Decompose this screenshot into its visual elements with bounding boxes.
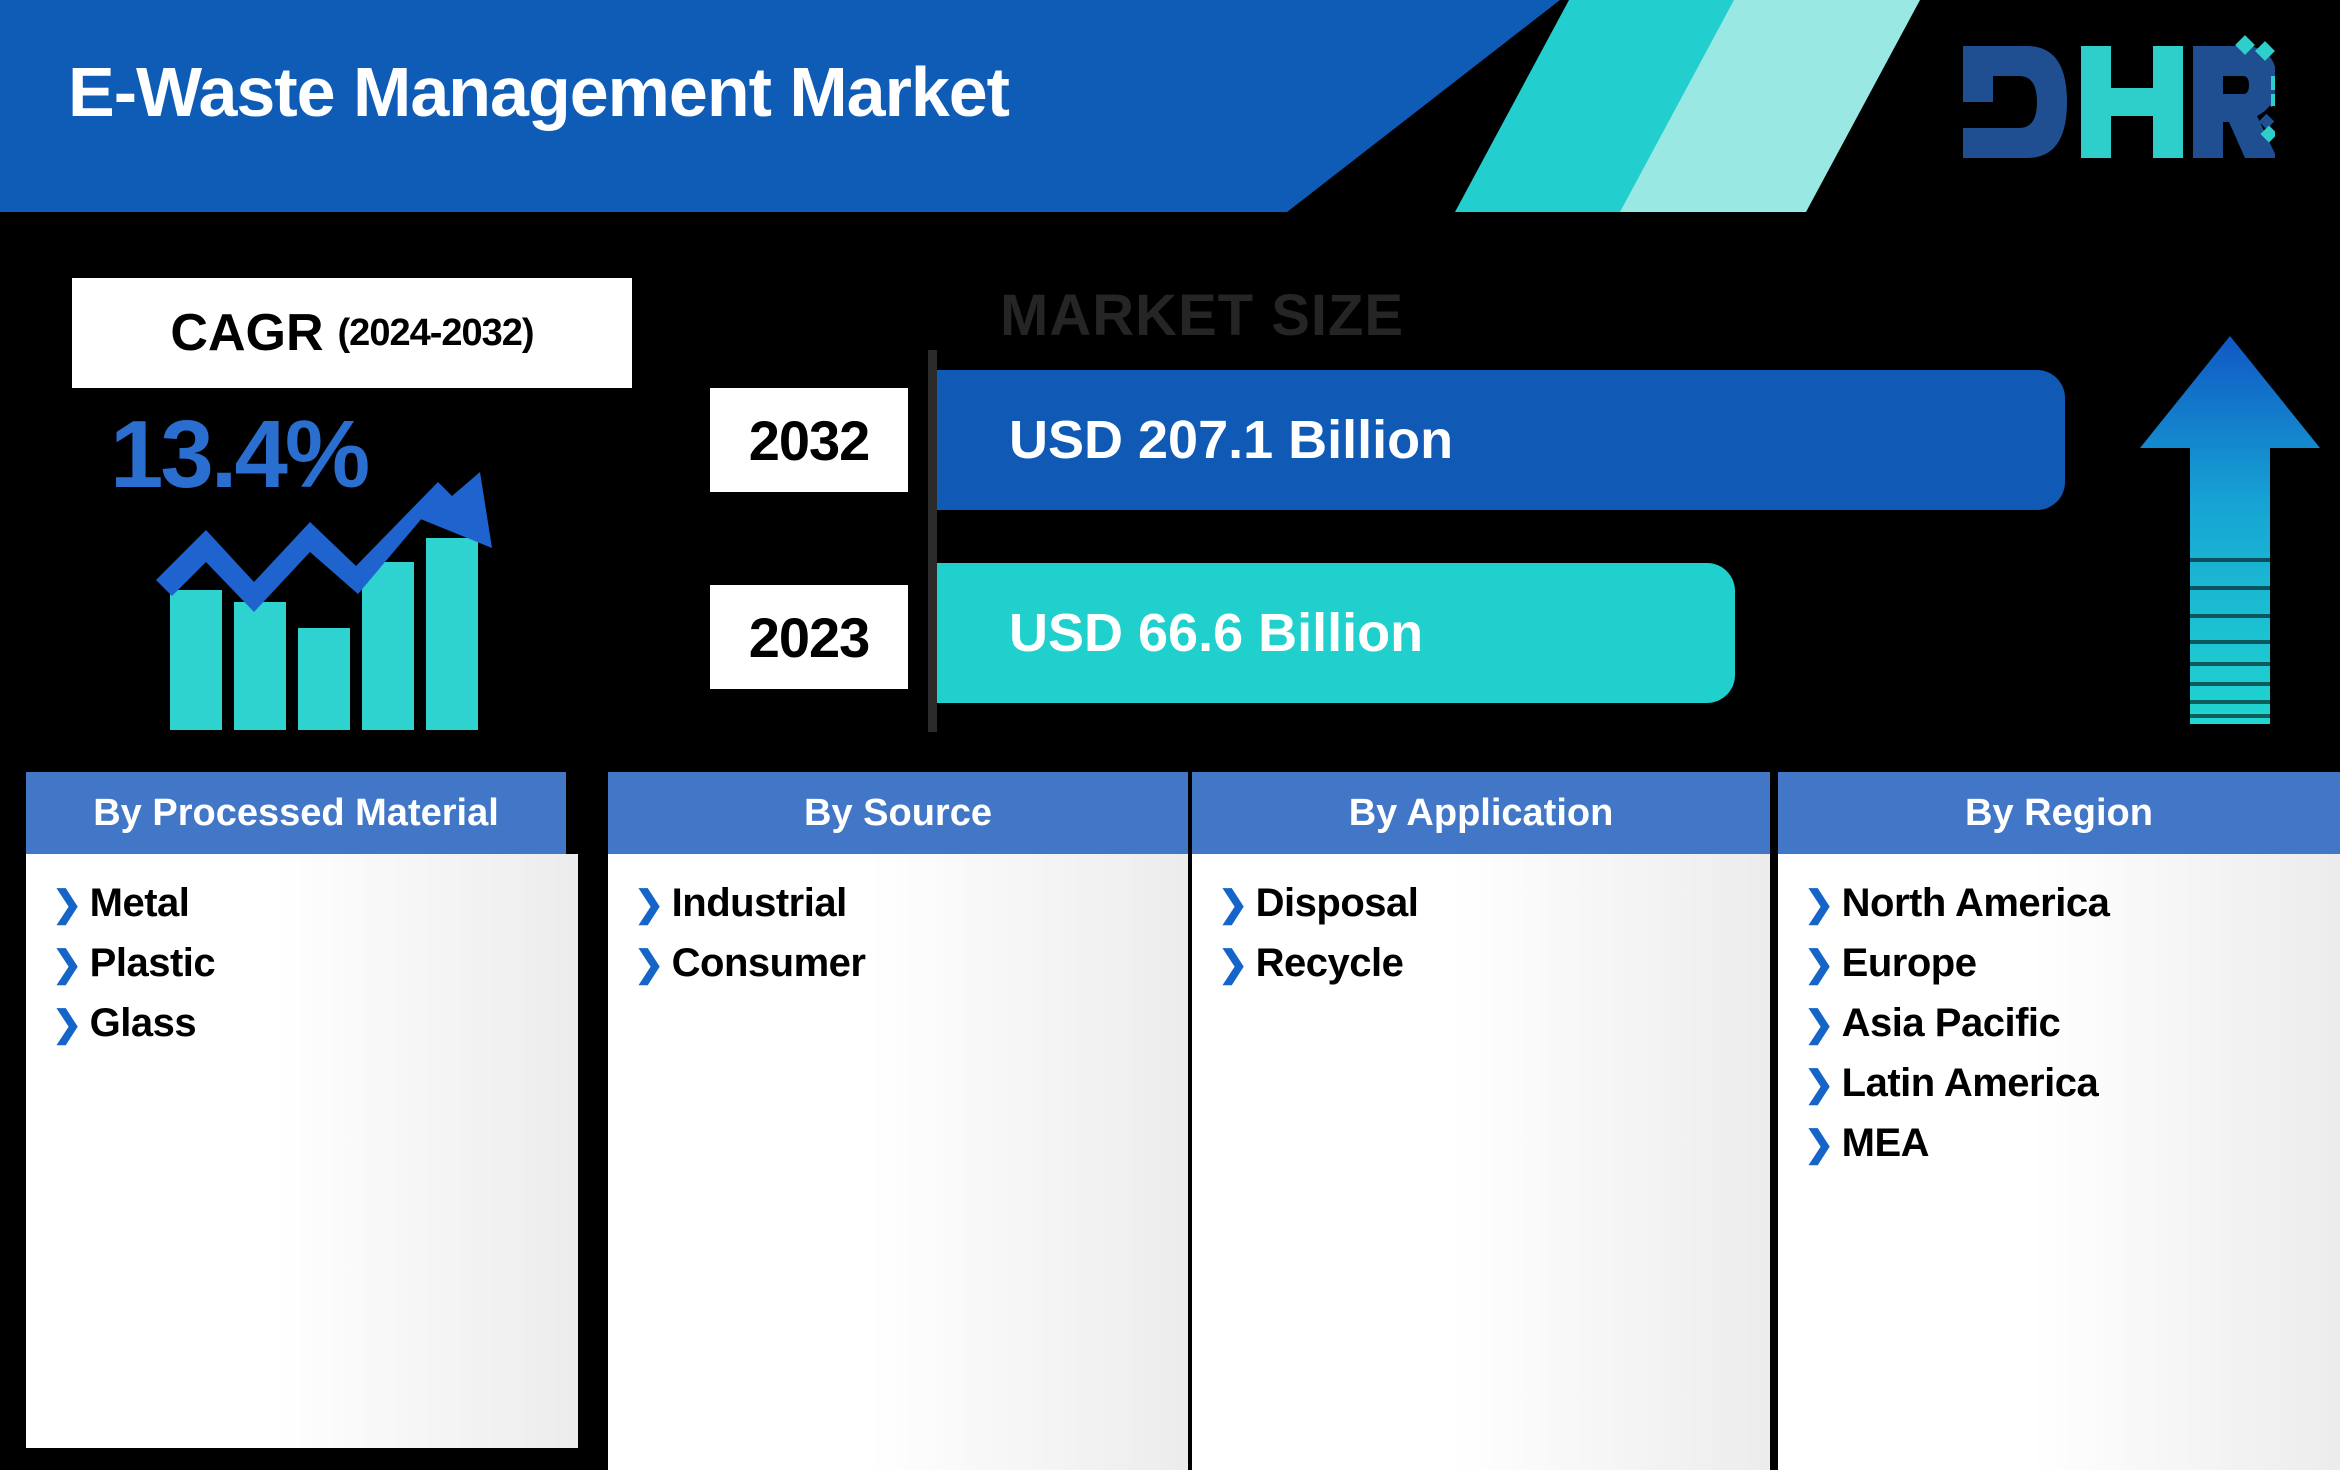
year-label-text: 2023 xyxy=(748,605,871,669)
list-item-label: Recycle xyxy=(1255,941,1404,985)
list-item-label: Industrial xyxy=(671,881,848,925)
chevron-right-icon: ❯ xyxy=(52,1003,82,1044)
cagr-value: 13.4% xyxy=(110,401,370,508)
segment-panel-source: By Source ❯ Industrial ❯ Consumer xyxy=(608,772,1188,1470)
segment-body: ❯ Industrial ❯ Consumer xyxy=(608,854,1188,1470)
growth-bar-chart-icon xyxy=(150,470,570,730)
list-item-label: MEA xyxy=(1841,1121,1930,1165)
chevron-right-icon: ❯ xyxy=(52,883,82,924)
chevron-right-icon: ❯ xyxy=(1804,943,1834,984)
segment-panel-application: By Application ❯ Disposal ❯ Recycle xyxy=(1192,772,1770,1470)
list-item[interactable]: ❯ MEA xyxy=(1804,1118,2340,1168)
list-item[interactable]: ❯ Industrial xyxy=(634,878,1188,928)
list-item-label: North America xyxy=(1841,881,2110,925)
segment-title: By Region xyxy=(1965,791,2153,834)
chevron-right-icon: ❯ xyxy=(1218,883,1248,924)
year-label-2023: 2023 xyxy=(710,585,908,689)
chevron-right-icon: ❯ xyxy=(634,943,664,984)
chart-axis-line xyxy=(928,350,937,732)
list-item[interactable]: ❯ Disposal xyxy=(1218,878,1770,928)
bar-value-2023: USD 66.6 Billion xyxy=(1009,603,1424,663)
header-blue-band xyxy=(0,0,1560,212)
list-item[interactable]: ❯ Glass xyxy=(52,998,578,1048)
segment-body: ❯ Disposal ❯ Recycle xyxy=(1192,854,1770,1470)
chevron-right-icon: ❯ xyxy=(1804,883,1834,924)
bar-2032: USD 207.1 Billion xyxy=(937,370,2065,510)
segment-panel-region: By Region ❯ North America ❯ Europe ❯ Asi… xyxy=(1778,772,2340,1470)
list-item[interactable]: ❯ Europe xyxy=(1804,938,2340,988)
list-item-label: Asia Pacific xyxy=(1841,1001,2061,1045)
cagr-label: CAGR xyxy=(170,304,324,362)
segment-title: By Source xyxy=(804,791,992,834)
segment-panel-processed-material: By Processed Material ❯ Metal ❯ Plastic … xyxy=(26,772,578,1448)
list-item-label: Europe xyxy=(1841,941,1977,985)
list-item[interactable]: ❯ Metal xyxy=(52,878,578,928)
chevron-right-icon: ❯ xyxy=(634,883,664,924)
list-item[interactable]: ❯ Latin America xyxy=(1804,1058,2340,1108)
segment-header: By Source xyxy=(608,772,1188,854)
cagr-box: CAGR (2024-2032) xyxy=(72,278,632,388)
list-item[interactable]: ❯ Asia Pacific xyxy=(1804,998,2340,1048)
upward-arrow-icon xyxy=(2130,330,2330,730)
list-item-label: Metal xyxy=(89,881,190,925)
list-item-label: Glass xyxy=(89,1001,197,1045)
cagr-period: (2024-2032) xyxy=(337,311,535,354)
bar-2023: USD 66.6 Billion xyxy=(937,563,1735,703)
dhr-logo-icon xyxy=(1963,35,2275,158)
segment-title: By Application xyxy=(1348,791,1614,834)
list-item-label: Consumer xyxy=(671,941,866,985)
list-item-label: Plastic xyxy=(89,941,216,985)
chevron-right-icon: ❯ xyxy=(1218,943,1248,984)
list-item[interactable]: ❯ North America xyxy=(1804,878,2340,928)
list-item[interactable]: ❯ Consumer xyxy=(634,938,1188,988)
bar-value-2032: USD 207.1 Billion xyxy=(1009,410,1454,470)
market-size-title: MARKET SIZE xyxy=(1000,283,1405,348)
list-item-label: Disposal xyxy=(1255,881,1419,925)
page-title: E-Waste Management Market xyxy=(68,53,1010,131)
segment-body: ❯ Metal ❯ Plastic ❯ Glass xyxy=(26,854,578,1448)
list-item[interactable]: ❯ Recycle xyxy=(1218,938,1770,988)
year-label-2032: 2032 xyxy=(710,388,908,492)
header-banner: E-Waste Management Market xyxy=(0,0,2340,212)
dhr-logo[interactable] xyxy=(1955,32,2275,172)
chevron-right-icon: ❯ xyxy=(1804,1123,1834,1164)
chevron-right-icon: ❯ xyxy=(1804,1003,1834,1044)
year-label-text: 2032 xyxy=(748,408,871,472)
list-item[interactable]: ❯ Plastic xyxy=(52,938,578,988)
segment-header: By Application xyxy=(1192,772,1770,854)
segment-header: By Region xyxy=(1778,772,2340,854)
segment-header: By Processed Material xyxy=(26,772,566,854)
segment-body: ❯ North America ❯ Europe ❯ Asia Pacific … xyxy=(1778,854,2340,1470)
list-item-label: Latin America xyxy=(1841,1061,2099,1105)
segment-title: By Processed Material xyxy=(93,791,499,834)
chevron-right-icon: ❯ xyxy=(1804,1063,1834,1104)
chevron-right-icon: ❯ xyxy=(52,943,82,984)
segment-panels: By Processed Material ❯ Metal ❯ Plastic … xyxy=(0,772,2340,1470)
